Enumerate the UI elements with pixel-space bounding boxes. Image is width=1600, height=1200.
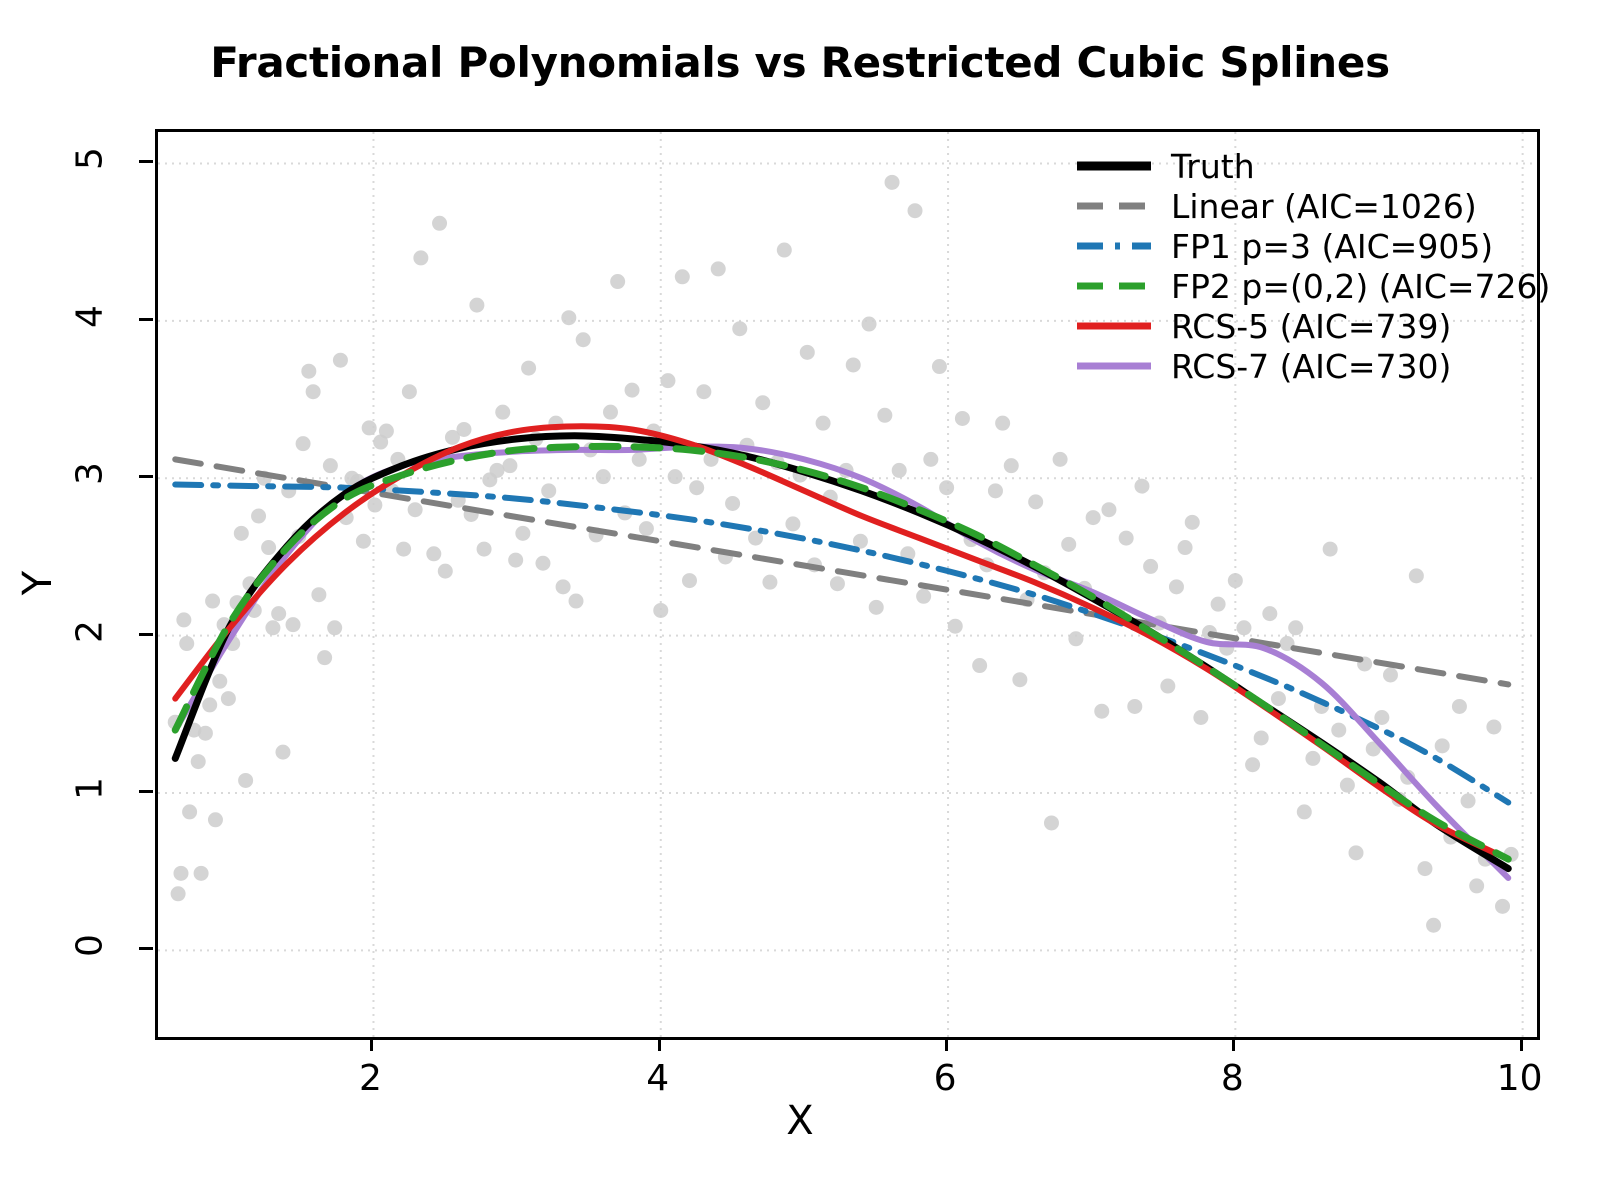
- x-tick-label: 6: [933, 1058, 957, 1099]
- x-tick-mark: [657, 1037, 661, 1051]
- y-tick-mark: [139, 475, 153, 479]
- curve-fp2: [171, 442, 1512, 863]
- chart-title: Fractional Polynomials vs Restricted Cub…: [210, 38, 1390, 87]
- x-tick-mark: [1232, 1037, 1236, 1051]
- legend-label: RCS-7 (AIC=730): [1171, 346, 1452, 386]
- legend-line-swatch: [1075, 274, 1153, 298]
- legend-label: Linear (AIC=1026): [1171, 186, 1477, 226]
- legend-item-fp2[interactable]: FP2 p=(0,2) (AIC=726): [1075, 266, 1550, 306]
- y-tick-mark: [139, 160, 153, 164]
- y-tick-label: 1: [69, 777, 111, 800]
- x-tick-label: 8: [1220, 1058, 1244, 1099]
- legend-label: FP2 p=(0,2) (AIC=726): [1171, 266, 1551, 306]
- y-tick-label: 0: [69, 934, 111, 958]
- plot-area: [155, 129, 1540, 1040]
- x-tick-label: 2: [359, 1058, 382, 1099]
- x-tick-label: 4: [646, 1058, 670, 1099]
- legend-label: FP1 p=3 (AIC=905): [1171, 226, 1494, 266]
- y-tick-mark: [139, 947, 153, 951]
- legend-item-fp1[interactable]: FP1 p=3 (AIC=905): [1075, 226, 1550, 266]
- legend-line-swatch: [1075, 154, 1153, 178]
- chart-legend: Truth Linear (AIC=1026) FP1 p=3 (AIC=905) F…: [1075, 146, 1550, 386]
- y-axis-label: Y: [15, 570, 61, 596]
- legend-line-swatch: [1075, 194, 1153, 218]
- curve-linear: [172, 456, 1512, 688]
- legend-item-linear[interactable]: Linear (AIC=1026): [1075, 186, 1550, 226]
- legend-item-rcs-5[interactable]: RCS-5 (AIC=739): [1075, 306, 1550, 346]
- x-tick-label: 10: [1496, 1058, 1543, 1099]
- curve-rcs5: [172, 423, 1512, 863]
- y-tick-mark: [139, 632, 153, 636]
- plot-svg: [158, 132, 1537, 1037]
- legend-line-swatch: [1075, 314, 1153, 338]
- legend-line-swatch: [1075, 234, 1153, 258]
- x-tick-mark: [370, 1037, 374, 1051]
- y-tick-label: 3: [69, 462, 111, 486]
- y-tick-mark: [139, 790, 153, 794]
- y-tick-mark: [139, 317, 153, 321]
- y-tick-label: 4: [69, 304, 111, 328]
- legend-label: Truth: [1171, 146, 1255, 186]
- legend-item-truth[interactable]: Truth: [1075, 146, 1550, 186]
- legend-line-swatch: [1075, 354, 1153, 378]
- y-tick-label: 5: [69, 147, 111, 171]
- x-axis-label: X: [786, 1098, 814, 1144]
- legend-item-rcs-7[interactable]: RCS-7 (AIC=730): [1075, 346, 1550, 386]
- curve-fp1: [172, 481, 1512, 806]
- fitted-curves: [171, 423, 1512, 882]
- gridlines: [158, 132, 1537, 1037]
- y-tick-label: 2: [69, 619, 111, 643]
- legend-label: RCS-5 (AIC=739): [1171, 306, 1452, 346]
- x-tick-mark: [1519, 1037, 1523, 1051]
- x-tick-mark: [945, 1037, 949, 1051]
